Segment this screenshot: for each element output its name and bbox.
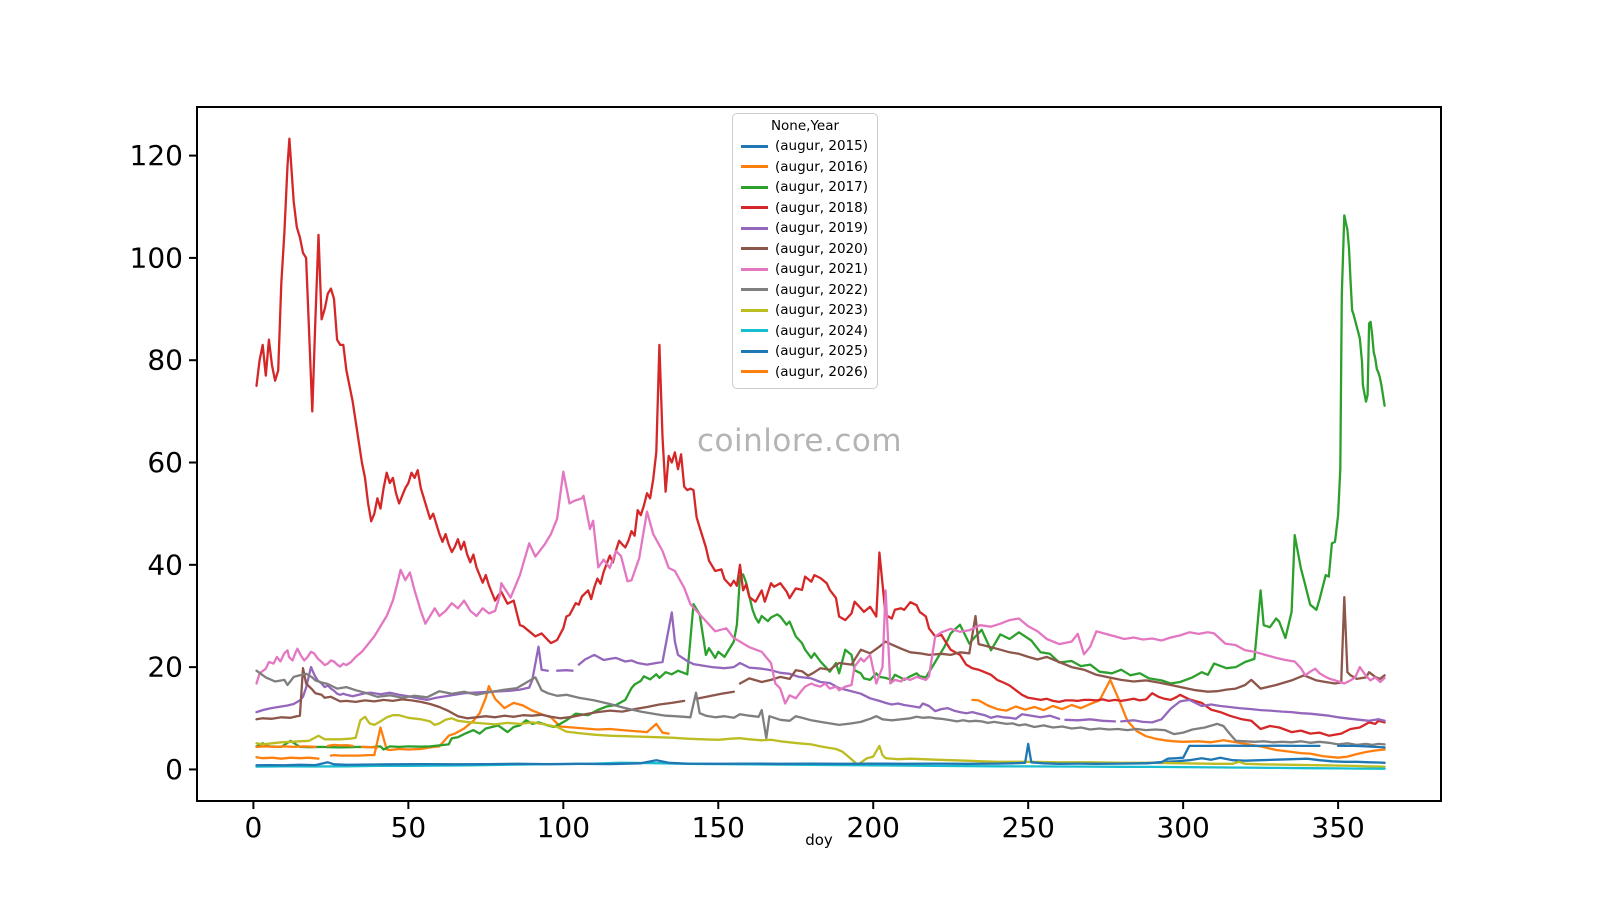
series-line-2019 [555, 669, 574, 672]
y-tick-label: 40 [147, 548, 183, 581]
series-line-2024 [255, 761, 1386, 770]
series-line-2016 [329, 684, 670, 757]
x-tick-label: 350 [1311, 811, 1364, 844]
y-tick-label: 120 [130, 139, 183, 172]
series-line-2020 [695, 690, 735, 700]
legend-item: (augur, 2015) [733, 136, 877, 157]
x-tick-label: 50 [391, 811, 427, 844]
legend-swatch [741, 370, 768, 374]
legend-items: (augur, 2015) (augur, 2016) (augur, 2017) (… [733, 136, 877, 382]
x-axis-label: doy [805, 831, 833, 849]
legend-item: (augur, 2018) [733, 198, 877, 219]
legend-item-label: (augur, 2019) [775, 220, 868, 237]
axis-ticks: 0 50 100 150 200 250 300 350 0 20 40 60 80 100 120 [130, 139, 1365, 844]
legend-item: (augur, 2016) [733, 157, 877, 178]
legend-item-label: (augur, 2024) [775, 322, 868, 339]
series-lines [255, 137, 1386, 770]
legend-swatch [741, 165, 768, 169]
legend-item: (augur, 2020) [733, 239, 877, 260]
y-tick-label: 100 [130, 241, 183, 274]
y-tick-label: 0 [165, 753, 183, 786]
legend-item-label: (augur, 2021) [775, 261, 868, 278]
series-line-2020 [255, 667, 686, 721]
plot-border [196, 106, 1442, 802]
legend-item-label: (augur, 2023) [775, 302, 868, 319]
legend-swatch [741, 267, 768, 271]
series-line-2021 [255, 470, 1386, 705]
x-tick-label: 100 [537, 811, 590, 844]
legend-swatch [741, 247, 768, 251]
series-line-2018 [255, 137, 1386, 737]
legend-item-label: (augur, 2015) [775, 138, 868, 155]
legend-item: (augur, 2023) [733, 300, 877, 321]
series-line-2016 [971, 678, 1386, 759]
legend-item: (augur, 2026) [733, 362, 877, 383]
series-line-2025 [1336, 744, 1386, 749]
legend-item: (augur, 2024) [733, 321, 877, 342]
legend-item-label: (augur, 2022) [775, 281, 868, 298]
legend-title: None,Year [770, 118, 840, 134]
watermark: coinlore.com [697, 423, 903, 459]
y-tick-label: 60 [147, 446, 183, 479]
legend-swatch [741, 329, 768, 333]
legend-item-label: (augur, 2025) [775, 343, 868, 360]
series-line-2020 [738, 595, 1386, 693]
series-line-2019 [1064, 718, 1117, 723]
legend-swatch [741, 349, 768, 353]
series-line-2015 [1138, 756, 1386, 765]
legend-item: (augur, 2022) [733, 280, 877, 301]
x-tick-label: 300 [1156, 811, 1209, 844]
y-tick-label: 80 [147, 344, 183, 377]
legend-item-label: (augur, 2018) [775, 199, 868, 216]
legend-swatch [741, 144, 768, 148]
legend-swatch [741, 288, 768, 292]
series-line-2019 [1120, 698, 1386, 724]
y-tick-label: 20 [147, 651, 183, 684]
legend-item: (augur, 2021) [733, 259, 877, 280]
series-line-2026 [326, 743, 354, 748]
series-line-2016 [255, 756, 320, 760]
x-tick-label: 250 [1001, 811, 1054, 844]
legend-item: (augur, 2017) [733, 177, 877, 198]
legend-item-label: (augur, 2017) [775, 179, 868, 196]
series-line-2026 [360, 745, 379, 749]
series-line-2025 [255, 742, 1321, 767]
legend-swatch [741, 308, 768, 312]
series-line-2022 [255, 669, 1386, 747]
legend: None,Year (augur, 2015) (augur, 2016) (aug… [732, 113, 878, 389]
series-line-2026 [255, 745, 317, 749]
legend-item-label: (augur, 2016) [775, 158, 868, 175]
x-tick-label: 0 [244, 811, 262, 844]
legend-swatch [741, 226, 768, 230]
legend-item: (augur, 2019) [733, 218, 877, 239]
legend-item: (augur, 2025) [733, 341, 877, 362]
legend-swatch [741, 206, 768, 210]
series-line-2019 [577, 611, 1061, 720]
legend-swatch [741, 185, 768, 189]
legend-item-label: (augur, 2026) [775, 363, 868, 380]
x-tick-label: 150 [692, 811, 745, 844]
legend-item-label: (augur, 2020) [775, 240, 868, 257]
x-tick-label: 200 [847, 811, 900, 844]
